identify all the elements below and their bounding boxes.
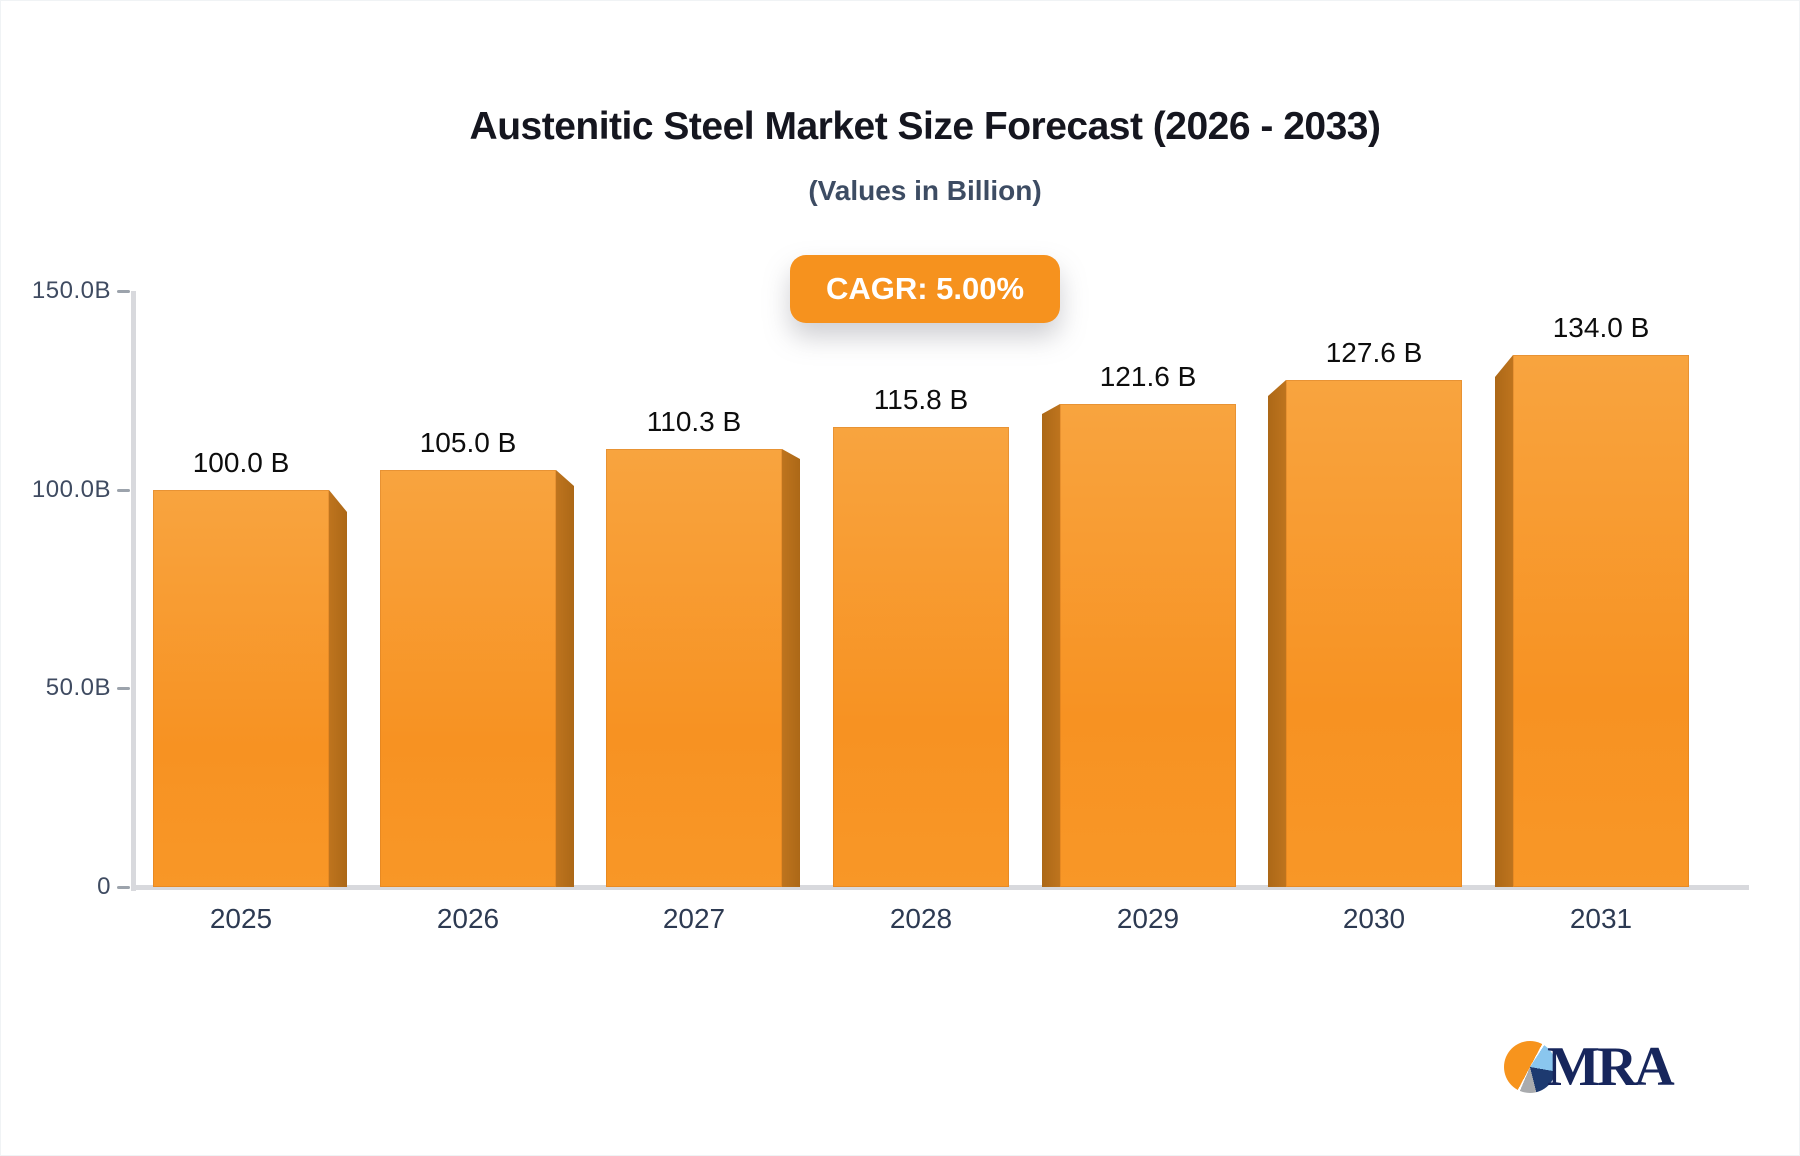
bar-value-label: 105.0 B — [419, 427, 517, 458]
chart-header: Austenitic Steel Market Size Forecast (2… — [1, 1, 1799, 323]
bar-value-label: 110.3 B — [646, 406, 742, 437]
bar — [1513, 355, 1689, 887]
x-axis-category-label: 2028 — [889, 903, 953, 934]
x-axis-category-label: 2031 — [1569, 903, 1633, 934]
bar — [153, 490, 329, 887]
bar — [606, 449, 782, 887]
bar-value-label: 134.0 B — [1552, 312, 1650, 343]
bar-3d-side — [782, 449, 800, 887]
x-axis-category-label: 2029 — [1116, 903, 1180, 934]
pie-chart-logo-icon — [1504, 1041, 1556, 1093]
y-tick-label: 0 — [97, 873, 111, 900]
bar — [1060, 404, 1236, 887]
x-axis-category-label: 2025 — [209, 903, 273, 934]
bar — [380, 470, 556, 887]
x-axis-category-label: 2030 — [1342, 903, 1406, 934]
bar — [1286, 380, 1462, 887]
x-axis-category-label: 2027 — [662, 903, 726, 934]
bar-3d-side — [1268, 380, 1286, 887]
bar-3d-side — [556, 470, 574, 887]
bar-value-label: 121.6 B — [1099, 361, 1197, 392]
logo-text: MRA — [1547, 1036, 1675, 1098]
y-tick-mark — [117, 290, 130, 293]
bar-value-label: 127.6 B — [1325, 337, 1423, 368]
cagr-badge: CAGR: 5.00% — [789, 255, 1061, 323]
y-axis-line — [131, 291, 136, 891]
y-tick-mark — [117, 687, 130, 690]
y-tick-label: 50.0B — [45, 674, 111, 701]
chart-title: Austenitic Steel Market Size Forecast (2… — [469, 105, 1381, 148]
x-axis-line — [131, 885, 1749, 890]
bar-value-label: 100.0 B — [192, 447, 290, 478]
y-tick-mark — [117, 886, 130, 889]
y-tick-label: 100.0B — [31, 476, 111, 503]
bar — [833, 427, 1009, 887]
y-tick-label: 150.0B — [31, 277, 111, 304]
chart-subtitle: (Values in Billion) — [808, 175, 1042, 206]
bar-3d-side — [1495, 355, 1513, 887]
bar-value-label: 115.8 B — [873, 384, 969, 415]
y-tick-mark — [117, 489, 130, 492]
x-axis-category-label: 2026 — [436, 903, 500, 934]
bar-3d-side — [1042, 404, 1060, 887]
mra-logo: MRA — [1504, 1036, 1675, 1098]
bar-3d-side — [329, 490, 347, 887]
